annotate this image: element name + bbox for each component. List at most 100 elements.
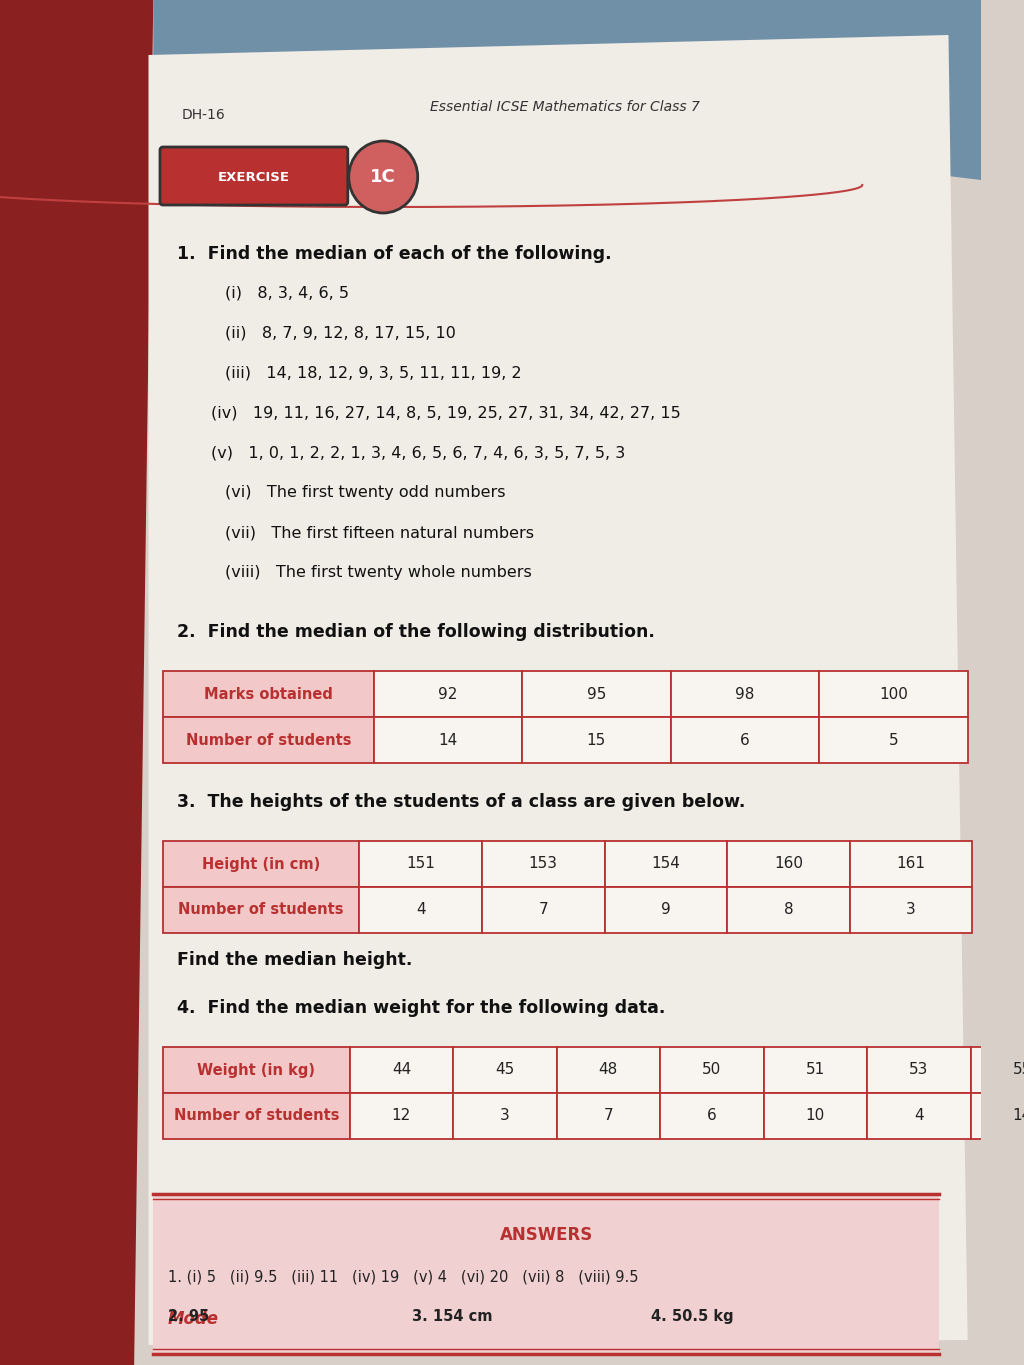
Bar <box>359 841 482 887</box>
Text: 44: 44 <box>392 1062 411 1077</box>
Text: 95: 95 <box>587 687 606 702</box>
Text: 6: 6 <box>707 1108 717 1123</box>
Bar <box>764 1093 867 1138</box>
Text: 55: 55 <box>1013 1062 1024 1077</box>
Text: 7: 7 <box>603 1108 613 1123</box>
Bar <box>482 887 604 934</box>
Text: 14: 14 <box>1013 1108 1024 1123</box>
Bar <box>867 1093 971 1138</box>
Text: 9: 9 <box>660 902 671 917</box>
Text: Mode: Mode <box>168 1310 219 1328</box>
Text: 1C: 1C <box>371 168 396 186</box>
Bar <box>671 672 819 717</box>
Bar <box>349 1093 454 1138</box>
Bar <box>660 1093 764 1138</box>
Text: 98: 98 <box>735 687 755 702</box>
Text: 7: 7 <box>539 902 548 917</box>
Bar <box>764 1047 867 1093</box>
Text: Marks obtained: Marks obtained <box>204 687 333 702</box>
Bar <box>557 1093 660 1138</box>
Bar <box>604 887 727 934</box>
Text: 4: 4 <box>914 1108 924 1123</box>
Text: Number of students: Number of students <box>178 902 344 917</box>
Bar <box>557 1047 660 1093</box>
Bar <box>374 672 522 717</box>
Text: 53: 53 <box>909 1062 929 1077</box>
Bar <box>454 1093 557 1138</box>
Text: (vi)   The first twenty odd numbers: (vi) The first twenty odd numbers <box>225 485 506 500</box>
Text: 160: 160 <box>774 856 803 871</box>
Text: 51: 51 <box>806 1062 825 1077</box>
Text: 3: 3 <box>500 1108 510 1123</box>
Text: 151: 151 <box>407 856 435 871</box>
Text: 3: 3 <box>906 902 916 917</box>
Bar <box>163 887 359 934</box>
Bar <box>154 1194 939 1354</box>
Text: 45: 45 <box>496 1062 514 1077</box>
Text: (iii)   14, 18, 12, 9, 3, 5, 11, 11, 19, 2: (iii) 14, 18, 12, 9, 3, 5, 11, 11, 19, 2 <box>225 364 522 379</box>
Text: 14: 14 <box>438 733 458 748</box>
Text: 154: 154 <box>651 856 680 871</box>
Text: 4.  Find the median weight for the following data.: 4. Find the median weight for the follow… <box>177 999 666 1017</box>
Text: 10: 10 <box>806 1108 825 1123</box>
Bar <box>819 672 968 717</box>
Bar <box>163 1093 349 1138</box>
Bar <box>522 717 671 763</box>
Bar <box>163 672 374 717</box>
FancyBboxPatch shape <box>160 147 348 205</box>
Text: Find the median height.: Find the median height. <box>177 951 413 969</box>
Text: 15: 15 <box>587 733 606 748</box>
Bar <box>971 1093 1024 1138</box>
Bar <box>522 672 671 717</box>
Text: 48: 48 <box>599 1062 618 1077</box>
Text: EXERCISE: EXERCISE <box>218 171 290 183</box>
Text: 6: 6 <box>740 733 750 748</box>
Text: Number of students: Number of students <box>173 1108 339 1123</box>
Text: 3. 154 cm: 3. 154 cm <box>412 1309 493 1324</box>
Text: DH-16: DH-16 <box>182 108 225 121</box>
Bar <box>454 1047 557 1093</box>
Text: 100: 100 <box>879 687 908 702</box>
Bar <box>163 841 359 887</box>
Text: (vii)   The first fifteen natural numbers: (vii) The first fifteen natural numbers <box>225 526 535 541</box>
Text: 153: 153 <box>528 856 558 871</box>
Text: Weight (in kg): Weight (in kg) <box>198 1062 315 1077</box>
Bar <box>727 841 850 887</box>
Polygon shape <box>148 35 968 1345</box>
Text: 92: 92 <box>438 687 458 702</box>
Bar <box>660 1047 764 1093</box>
Bar <box>819 717 968 763</box>
Text: (ii)   8, 7, 9, 12, 8, 17, 15, 10: (ii) 8, 7, 9, 12, 8, 17, 15, 10 <box>225 325 456 340</box>
Text: 1. (i) 5   (ii) 9.5   (iii) 11   (iv) 19   (v) 4   (vi) 20   (vii) 8   (viii) 9.: 1. (i) 5 (ii) 9.5 (iii) 11 (iv) 19 (v) 4… <box>168 1269 638 1284</box>
Bar <box>482 841 604 887</box>
Text: 3.  The heights of the students of a class are given below.: 3. The heights of the students of a clas… <box>177 793 745 811</box>
Text: (i)   8, 3, 4, 6, 5: (i) 8, 3, 4, 6, 5 <box>225 285 349 300</box>
Polygon shape <box>0 0 154 1365</box>
Text: 5: 5 <box>889 733 898 748</box>
Text: (v)   1, 0, 1, 2, 2, 1, 3, 4, 6, 5, 6, 7, 4, 6, 3, 5, 7, 5, 3: (v) 1, 0, 1, 2, 2, 1, 3, 4, 6, 5, 6, 7, … <box>211 445 625 460</box>
Bar <box>163 717 374 763</box>
Bar <box>163 1047 349 1093</box>
Text: Height (in cm): Height (in cm) <box>202 856 321 871</box>
Text: 50: 50 <box>702 1062 722 1077</box>
Text: 161: 161 <box>897 856 926 871</box>
Polygon shape <box>154 0 981 180</box>
Text: (viii)   The first twenty whole numbers: (viii) The first twenty whole numbers <box>225 565 531 580</box>
Text: ANSWERS: ANSWERS <box>500 1226 593 1244</box>
Bar <box>867 1047 971 1093</box>
Text: 2.  Find the median of the following distribution.: 2. Find the median of the following dist… <box>177 622 655 642</box>
Text: 4. 50.5 kg: 4. 50.5 kg <box>651 1309 734 1324</box>
Bar <box>374 717 522 763</box>
Text: 8: 8 <box>783 902 794 917</box>
Bar <box>850 841 973 887</box>
Text: 2. 95: 2. 95 <box>168 1309 209 1324</box>
Text: 12: 12 <box>392 1108 411 1123</box>
Text: (iv)   19, 11, 16, 27, 14, 8, 5, 19, 25, 27, 31, 34, 42, 27, 15: (iv) 19, 11, 16, 27, 14, 8, 5, 19, 25, 2… <box>211 405 681 420</box>
Text: Essential ICSE Mathematics for Class 7: Essential ICSE Mathematics for Class 7 <box>430 100 700 115</box>
Text: 1.  Find the median of each of the following.: 1. Find the median of each of the follow… <box>177 244 612 263</box>
Text: 4: 4 <box>416 902 425 917</box>
Bar <box>850 887 973 934</box>
Bar <box>727 887 850 934</box>
Bar <box>671 717 819 763</box>
Circle shape <box>349 141 418 213</box>
